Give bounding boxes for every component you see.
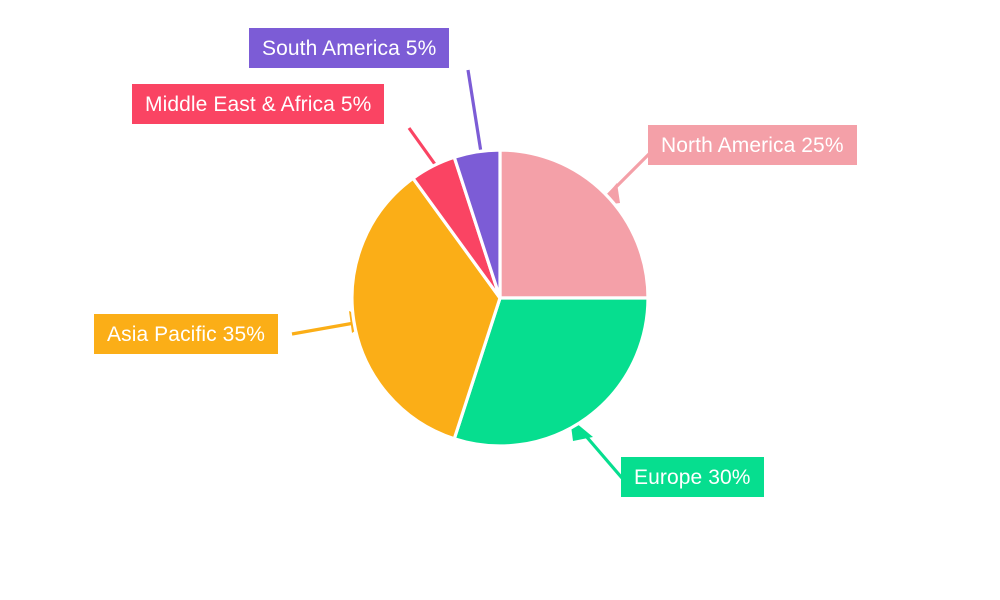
- slice-label-middle-east-africa[interactable]: Middle East & Africa 5%: [132, 84, 385, 124]
- pie-slice-asia-pacific[interactable]: [350, 176, 502, 441]
- slice-label-europe[interactable]: Europe 30%: [621, 457, 764, 497]
- pie-slice-south-america[interactable]: [452, 148, 502, 300]
- slice-label-south-america[interactable]: South America 5%: [249, 28, 450, 68]
- pie-slice-europe[interactable]: [452, 296, 650, 448]
- pie-slices-group: [350, 148, 650, 448]
- pie-slice-north-america[interactable]: [498, 148, 650, 300]
- leader-line-south-america: [466, 69, 485, 166]
- slice-label-north-america[interactable]: North America 25%: [648, 125, 857, 165]
- slice-label-asia-pacific[interactable]: Asia Pacific 35%: [94, 314, 279, 354]
- leader-line-asia-pacific: [291, 320, 361, 336]
